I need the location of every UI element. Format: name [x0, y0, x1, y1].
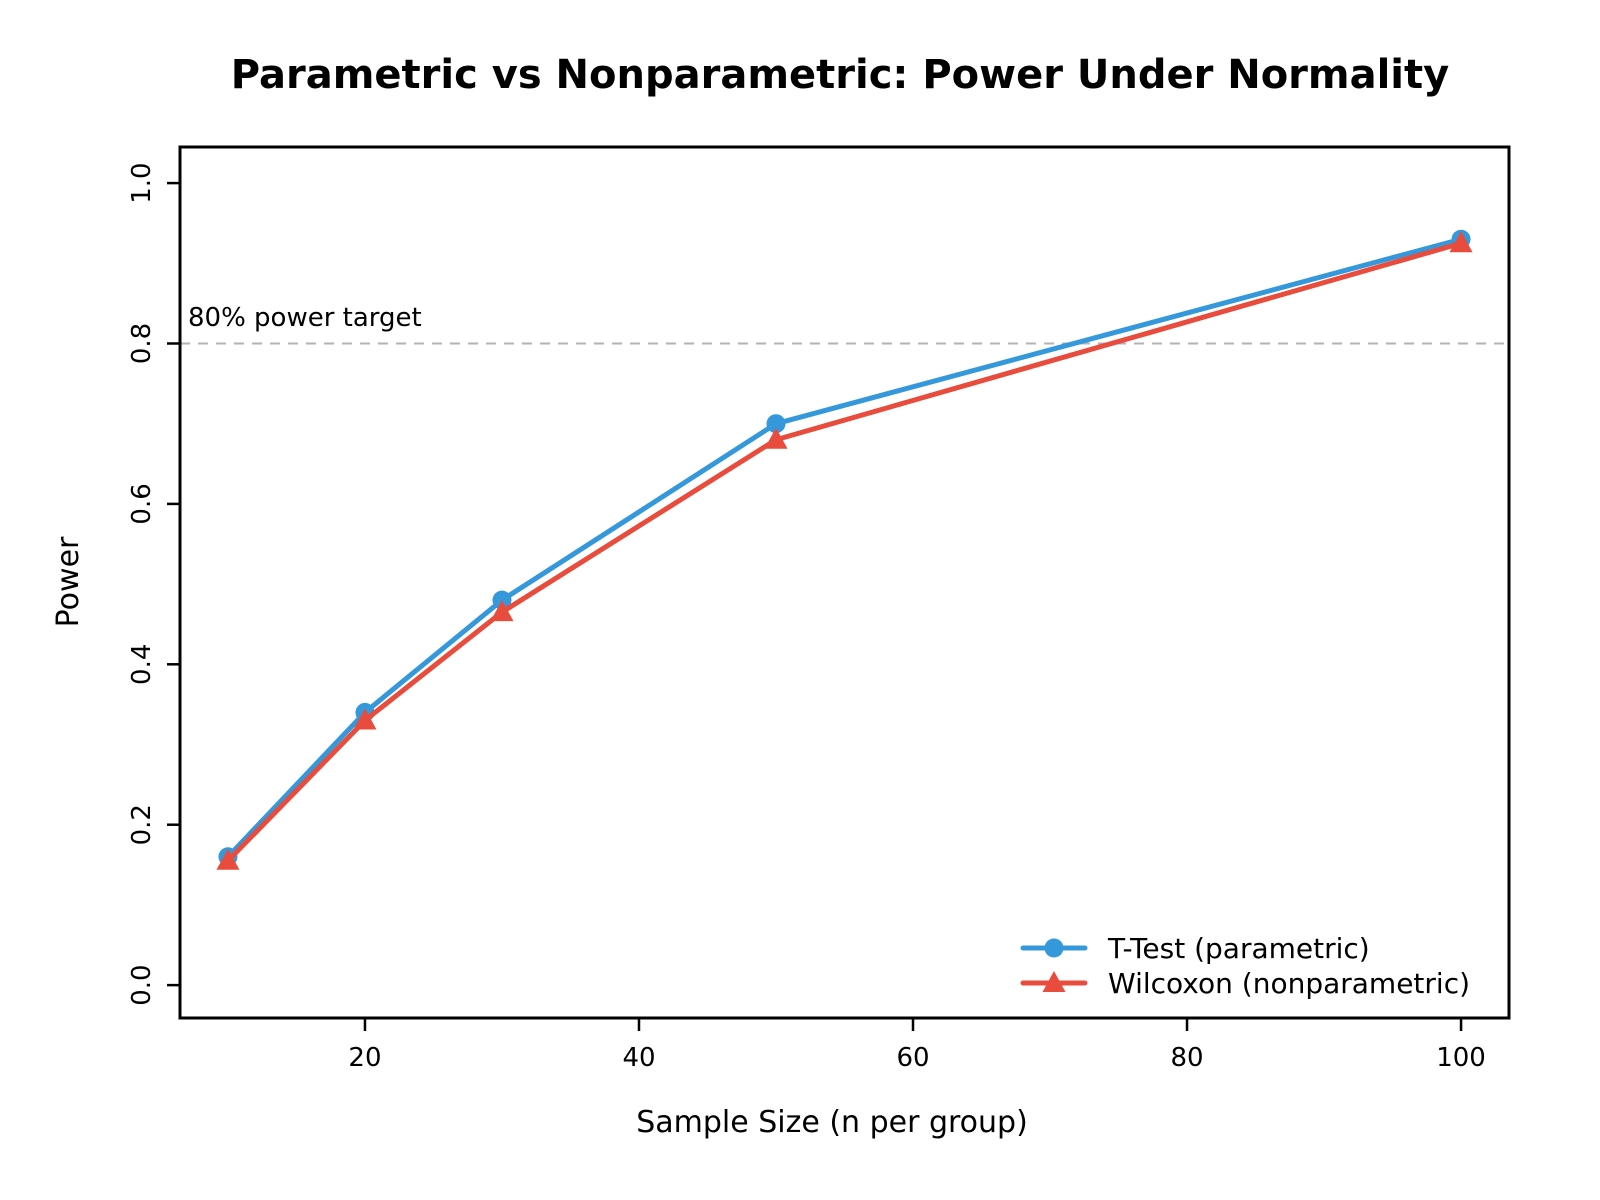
- axes-layer: 20 40 60 80 100 0.0 0.2 0.4 0.6 0.8 1.0: [127, 145, 1511, 1073]
- y-tick-label-0.0: 0.0: [127, 964, 157, 1005]
- data-series-layer: [216, 229, 1473, 870]
- y-tick-label-0.2: 0.2: [127, 804, 157, 845]
- x-tick-label-20: 20: [348, 1043, 381, 1073]
- x-tick-label-80: 80: [1170, 1043, 1203, 1073]
- y-tick-label-1.0: 1.0: [127, 162, 157, 203]
- y-tick-label-0.8: 0.8: [127, 323, 157, 364]
- data-point-triangle-wilcoxon-10: [216, 848, 240, 870]
- chart-title: Parametric vs Nonparametric: Power Under…: [231, 52, 1449, 98]
- data-point-triangle-wilcoxon-100: [1449, 231, 1473, 253]
- data-point-triangle-legend-wilcoxon: [1042, 971, 1066, 992]
- target-line-label: 80% power target: [188, 303, 422, 333]
- data-point-circle-ttest-50: [766, 414, 786, 434]
- x-tick-label-40: 40: [622, 1043, 655, 1073]
- data-point-circle-legend-ttest: [1044, 938, 1064, 958]
- x-tick-label-100: 100: [1436, 1043, 1486, 1073]
- legend-marker-layer: [1020, 938, 1088, 992]
- y-axis-label: Power: [51, 536, 86, 627]
- y-tick-label-0.4: 0.4: [127, 644, 157, 685]
- legend-label-wilcoxon: Wilcoxon (nonparametric): [1108, 967, 1470, 1000]
- series-line-wilcoxon: [225, 240, 1464, 864]
- data-point-triangle-wilcoxon-20: [353, 708, 377, 730]
- plot-border: [178, 145, 1511, 1020]
- data-point-triangle-wilcoxon-30: [490, 600, 514, 622]
- x-tick-label-60: 60: [896, 1043, 929, 1073]
- data-point-triangle-wilcoxon-50: [764, 427, 788, 449]
- y-tick-label-0.6: 0.6: [127, 483, 157, 524]
- legend-label-ttest: T-Test (parametric): [1107, 932, 1370, 965]
- x-axis-label: Sample Size (n per group): [636, 1105, 1028, 1140]
- data-point-circle-ttest-30: [492, 590, 512, 610]
